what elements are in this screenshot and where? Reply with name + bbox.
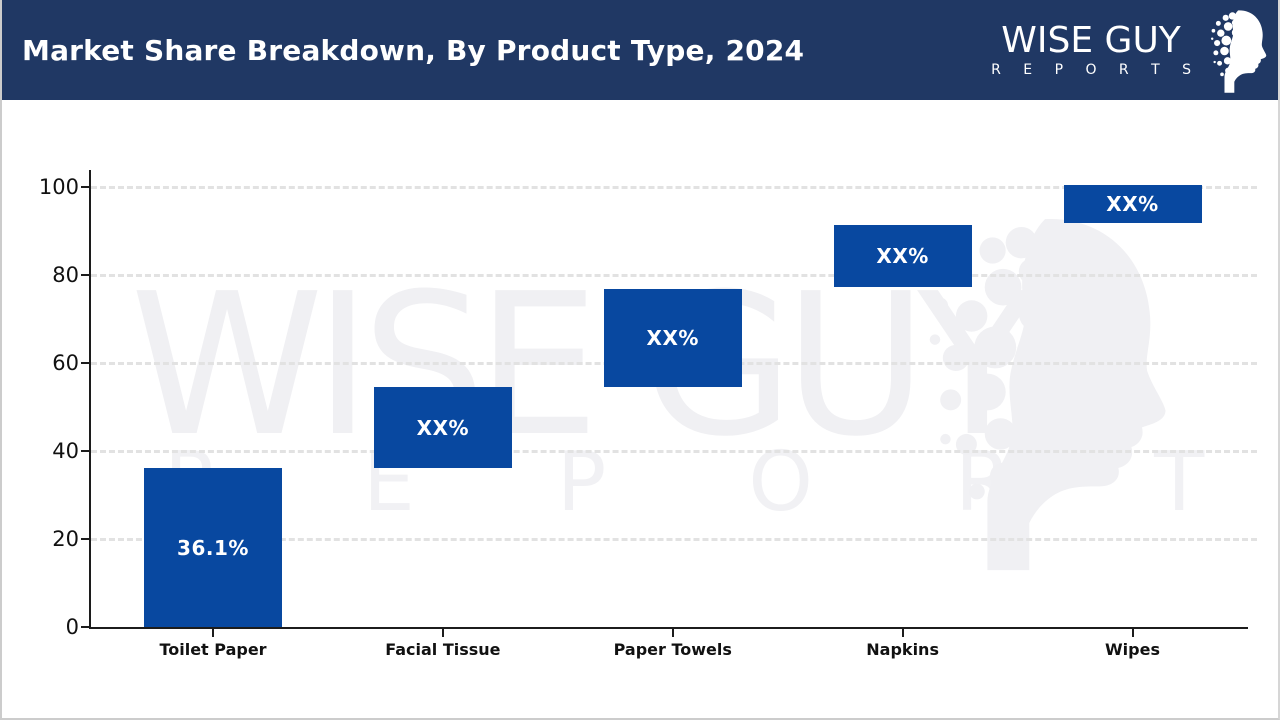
gridline-80: [91, 274, 1257, 277]
gridline-100: [91, 186, 1257, 189]
x-axis-line: [89, 627, 1248, 629]
bar-value-label: 36.1%: [177, 535, 249, 560]
y-tick-40: [81, 450, 89, 452]
logo-subtitle: R E P O R T S: [991, 61, 1200, 78]
category-label-1: Facial Tissue: [385, 640, 501, 659]
y-tick-60: [81, 362, 89, 364]
gridline-40: [91, 450, 1257, 453]
bar-value-label: XX%: [416, 415, 470, 440]
gridline-20: [91, 538, 1257, 541]
y-tick-label-20: 20: [52, 527, 79, 551]
y-tick-label-80: 80: [52, 263, 79, 287]
y-tick-label-40: 40: [52, 439, 79, 463]
bar-value-label: XX%: [876, 243, 929, 268]
x-tick-2: [671, 629, 674, 637]
y-tick-100: [81, 186, 89, 188]
logo-wordmark: WISE GUY: [1001, 20, 1181, 62]
category-label-4: Wipes: [1105, 640, 1160, 659]
y-tick-label-0: 0: [65, 615, 79, 639]
y-axis-line: [89, 170, 91, 629]
category-label-2: Paper Towels: [613, 640, 732, 659]
y-tick-80: [81, 274, 89, 276]
y-tick-20: [81, 538, 89, 540]
bar-napkins: XX%: [833, 224, 972, 287]
bar-toilet-paper: 36.1%: [144, 468, 282, 627]
wiseguy-logo: WISE GUY R E P O R T S: [982, 6, 1278, 94]
bar-wipes: XX%: [1063, 185, 1202, 223]
y-tick-0: [81, 626, 89, 628]
y-tick-label-60: 60: [52, 351, 79, 375]
category-label-0: Toilet Paper: [159, 640, 267, 659]
header: Market Share Breakdown, By Product Type,…: [2, 0, 1278, 100]
x-tick-3: [901, 629, 904, 637]
x-tick-0: [212, 629, 214, 637]
wiseguy-head-icon: [1210, 10, 1267, 93]
bar-value-label: XX%: [646, 325, 699, 350]
x-tick-1: [441, 629, 444, 637]
category-label-3: Napkins: [866, 640, 939, 659]
x-tick-4: [1131, 629, 1134, 637]
bar-value-label: XX%: [1106, 191, 1159, 216]
page-title: Market Share Breakdown, By Product Type,…: [22, 33, 805, 67]
logo-text: WISE GUY R E P O R T S: [982, 22, 1200, 78]
watermark-wordmark: WISE GUY: [130, 252, 1037, 480]
bar-paper-towels: XX%: [603, 289, 742, 387]
watermark-head-icon: [929, 218, 1166, 571]
bar-facial-tissue: XX%: [373, 387, 512, 469]
y-tick-label-100: 100: [38, 175, 79, 199]
